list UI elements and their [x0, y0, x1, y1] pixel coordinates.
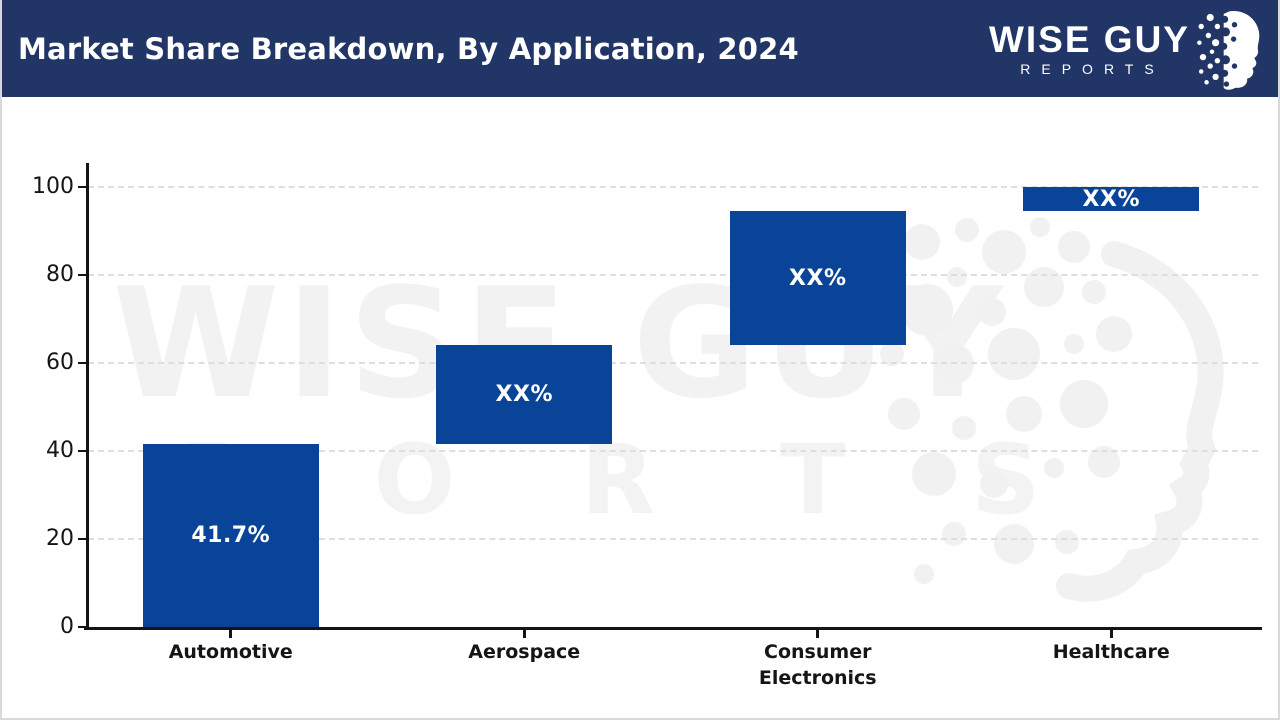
- y-tick-mark-100: [78, 186, 86, 188]
- gridline-60: [88, 362, 1258, 364]
- x-category-label-1: Aerospace: [468, 641, 581, 663]
- y-tick-label-60: 60: [46, 350, 74, 375]
- x-category-label-3: Healthcare: [1052, 641, 1170, 663]
- y-tick-label-80: 80: [46, 262, 74, 287]
- logo-reports-label: REPORTS: [1020, 60, 1165, 77]
- gridline-20: [88, 538, 1258, 540]
- y-tick-label-20: 20: [46, 526, 74, 551]
- y-tick-label-0: 0: [60, 614, 74, 639]
- logo-wiseguy-label: WISE GUY: [988, 18, 1190, 60]
- y-tick-mark-0: [78, 626, 86, 628]
- x-tick-mark-3: [1109, 630, 1113, 638]
- gridline-80: [88, 274, 1258, 276]
- y-axis-line: [86, 163, 89, 630]
- x-category-label-0: Automotive: [168, 641, 293, 663]
- x-tick-mark-1: [522, 630, 526, 638]
- bar-healthcare: XX%: [1023, 186, 1200, 212]
- x-axis-line: [84, 627, 1262, 630]
- y-tick-label-100: 100: [32, 174, 74, 199]
- bar-value-label: XX%: [1082, 186, 1140, 212]
- y-tick-mark-80: [78, 274, 86, 276]
- gridline-40: [88, 450, 1258, 452]
- logo-head-icon: [1197, 10, 1260, 90]
- watermark-reports-text: P O R T S: [178, 424, 1087, 536]
- gridline-100: [88, 186, 1258, 188]
- wiseguy-logo: WISE GUY REPORTS: [989, 0, 1266, 97]
- logo-text: WISE GUY REPORTS: [989, 21, 1190, 77]
- bar-value-label: XX%: [789, 265, 847, 291]
- bar-consumer-electronics: XX%: [729, 211, 906, 346]
- bar-automotive: 41.7%: [142, 443, 319, 627]
- x-category-label-2: Consumer Electronics: [758, 641, 877, 689]
- header: Market Share Breakdown, By Application, …: [0, 0, 1280, 97]
- y-tick-label-40: 40: [46, 438, 74, 463]
- y-tick-mark-20: [78, 538, 86, 540]
- y-tick-mark-60: [78, 362, 86, 364]
- bar-value-label: XX%: [495, 381, 553, 407]
- chart-title: Market Share Breakdown, By Application, …: [18, 31, 799, 66]
- y-tick-mark-40: [78, 450, 86, 452]
- bar-value-label: 41.7%: [191, 522, 271, 548]
- x-tick-mark-2: [816, 630, 820, 638]
- x-tick-mark-0: [229, 630, 233, 638]
- watermark-head-graphic: [880, 217, 1224, 602]
- bar-aerospace: XX%: [436, 345, 613, 444]
